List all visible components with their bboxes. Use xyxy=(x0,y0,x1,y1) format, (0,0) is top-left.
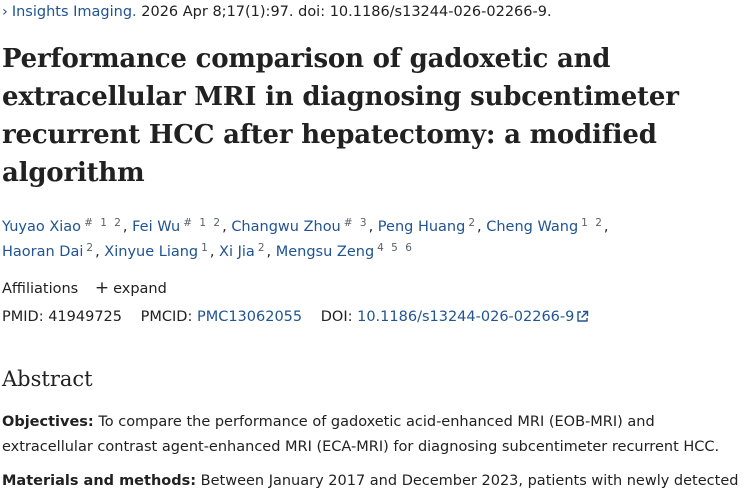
author-affiliation-marks[interactable]: # 1 2 xyxy=(84,217,123,229)
author-list: Yuyao Xiao # 1 2, Fei Wu # 1 2, Changwu Zh… xyxy=(2,217,609,260)
author-affiliation-marks[interactable]: 2 xyxy=(257,242,267,254)
objectives-text: To compare the performance of gadoxetic … xyxy=(2,414,720,455)
author-affiliation-marks[interactable]: 1 2 xyxy=(581,217,604,229)
citation-line: › Insights Imaging. 2026 Apr 8;17(1):97. … xyxy=(2,4,552,20)
author-link[interactable]: Xinyue Liang xyxy=(104,244,199,260)
doi-link[interactable]: 10.1186/s13244-026-02266-9 xyxy=(357,309,589,325)
citation-details: 2026 Apr 8;17(1):97. doi: 10.1186/s13244… xyxy=(141,4,552,20)
author-affiliation-marks[interactable]: 2 xyxy=(86,242,96,254)
pmcid-label: PMCID: xyxy=(140,309,193,325)
pmcid-link[interactable]: PMC13062055 xyxy=(196,309,303,325)
author-link[interactable]: Peng Huang xyxy=(377,219,466,235)
identifiers-row: PMID: 41949725 PMCID: PMC13062055 DOI: 1… xyxy=(2,309,589,327)
pmid-value: 41949725 xyxy=(48,309,123,325)
author-affiliation-marks[interactable]: # 3 xyxy=(343,217,369,229)
author-affiliation-marks[interactable]: 4 5 6 xyxy=(377,242,414,254)
plus-icon: + xyxy=(94,278,110,298)
journal-link[interactable]: Insights Imaging. xyxy=(11,4,137,20)
expand-label: expand xyxy=(113,281,167,297)
objectives-label: Objectives: xyxy=(2,414,94,430)
author-affiliation-marks[interactable]: # 1 2 xyxy=(183,217,223,229)
chevron-right-icon[interactable]: › xyxy=(2,4,8,20)
abstract-objectives: Objectives: To compare the performance o… xyxy=(2,410,742,460)
author-link[interactable]: Yuyao Xiao xyxy=(2,219,82,235)
abstract-heading: Abstract xyxy=(2,367,93,391)
author-link[interactable]: Fei Wu xyxy=(132,219,181,235)
author-link[interactable]: Xi Jia xyxy=(219,244,255,260)
author-link[interactable]: Haoran Dai xyxy=(2,244,84,260)
abstract-methods: Materials and methods: Between January 2… xyxy=(2,469,742,494)
methods-label: Materials and methods: xyxy=(2,473,197,489)
author-link[interactable]: Mengsu Zeng xyxy=(275,244,375,260)
author-affiliation-marks[interactable]: 1 xyxy=(201,242,210,254)
article-title: Performance comparison of gadoxetic and … xyxy=(2,44,679,188)
affiliations-row: Affiliations + expand xyxy=(2,278,167,298)
external-link-icon xyxy=(576,310,589,327)
author-affiliation-marks[interactable]: 2 xyxy=(468,217,478,229)
affiliations-label: Affiliations xyxy=(2,281,79,297)
author-link[interactable]: Changwu Zhou xyxy=(231,219,341,235)
methods-text: Between January 2017 and December 2023, … xyxy=(200,473,739,489)
doi-label: DOI: xyxy=(320,309,353,325)
author-link[interactable]: Cheng Wang xyxy=(486,219,579,235)
doi-value: 10.1186/s13244-026-02266-9 xyxy=(357,309,575,325)
pmid-label: PMID: xyxy=(2,309,44,325)
affiliations-expand-toggle[interactable]: + expand xyxy=(83,278,167,298)
